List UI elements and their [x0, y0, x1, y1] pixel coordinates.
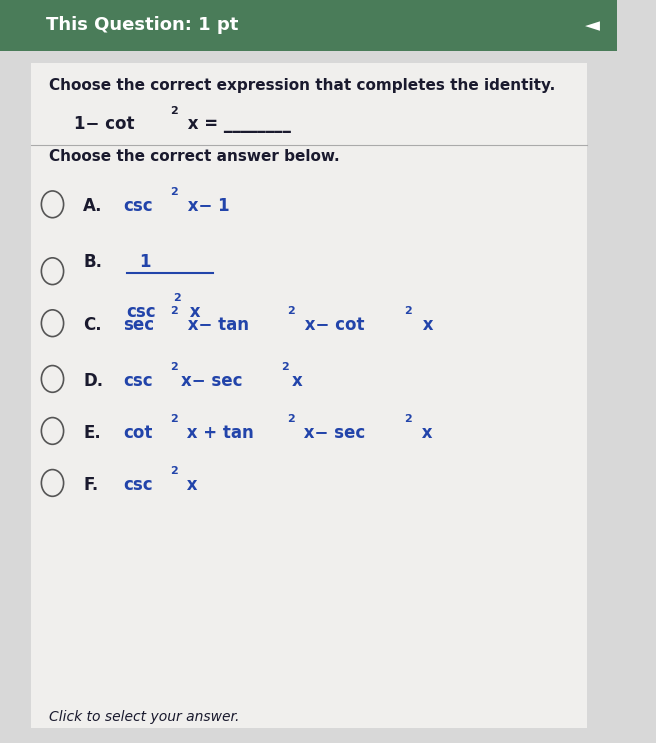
Text: 2: 2: [173, 293, 180, 303]
Text: x: x: [292, 372, 303, 389]
Text: 2: 2: [170, 362, 178, 372]
Text: 2: 2: [405, 306, 412, 316]
FancyBboxPatch shape: [31, 63, 586, 728]
Text: Click to select your answer.: Click to select your answer.: [49, 710, 240, 724]
Text: 2: 2: [170, 414, 178, 424]
Text: 1: 1: [139, 253, 150, 270]
Text: x− sec: x− sec: [298, 424, 365, 441]
Text: This Question: 1 pt: This Question: 1 pt: [47, 16, 239, 34]
Text: x: x: [181, 476, 197, 493]
Text: 2: 2: [170, 466, 178, 476]
Text: x− tan: x− tan: [182, 316, 249, 334]
Text: x + tan: x + tan: [181, 424, 254, 441]
Text: csc: csc: [127, 303, 156, 321]
Text: 2: 2: [170, 106, 178, 116]
Text: x− 1: x− 1: [182, 197, 230, 215]
Text: 2: 2: [405, 414, 412, 424]
Text: csc: csc: [123, 372, 153, 389]
Text: Choose the correct expression that completes the identity.: Choose the correct expression that compl…: [49, 78, 556, 93]
Text: E.: E.: [83, 424, 101, 441]
Text: 2: 2: [170, 187, 178, 197]
Text: D.: D.: [83, 372, 104, 389]
Text: C.: C.: [83, 316, 102, 334]
Text: cot: cot: [123, 424, 153, 441]
Text: 2: 2: [281, 362, 289, 372]
Text: x: x: [184, 303, 201, 321]
Text: x− cot: x− cot: [300, 316, 365, 334]
Text: A.: A.: [83, 197, 103, 215]
Text: Choose the correct answer below.: Choose the correct answer below.: [49, 149, 340, 163]
Text: 2: 2: [170, 306, 178, 316]
Text: 2: 2: [287, 414, 295, 424]
Text: x: x: [415, 424, 432, 441]
Text: x = ________: x = ________: [182, 115, 291, 133]
Text: ◄: ◄: [585, 16, 600, 35]
Text: csc: csc: [123, 476, 153, 493]
Text: sec: sec: [123, 316, 155, 334]
Text: csc: csc: [123, 197, 153, 215]
FancyBboxPatch shape: [0, 0, 617, 51]
Text: 1− cot: 1− cot: [74, 115, 134, 133]
Text: 2: 2: [287, 306, 295, 316]
Text: x: x: [417, 316, 434, 334]
Text: x− sec: x− sec: [181, 372, 243, 389]
Text: F.: F.: [83, 476, 98, 493]
Text: B.: B.: [83, 253, 102, 270]
